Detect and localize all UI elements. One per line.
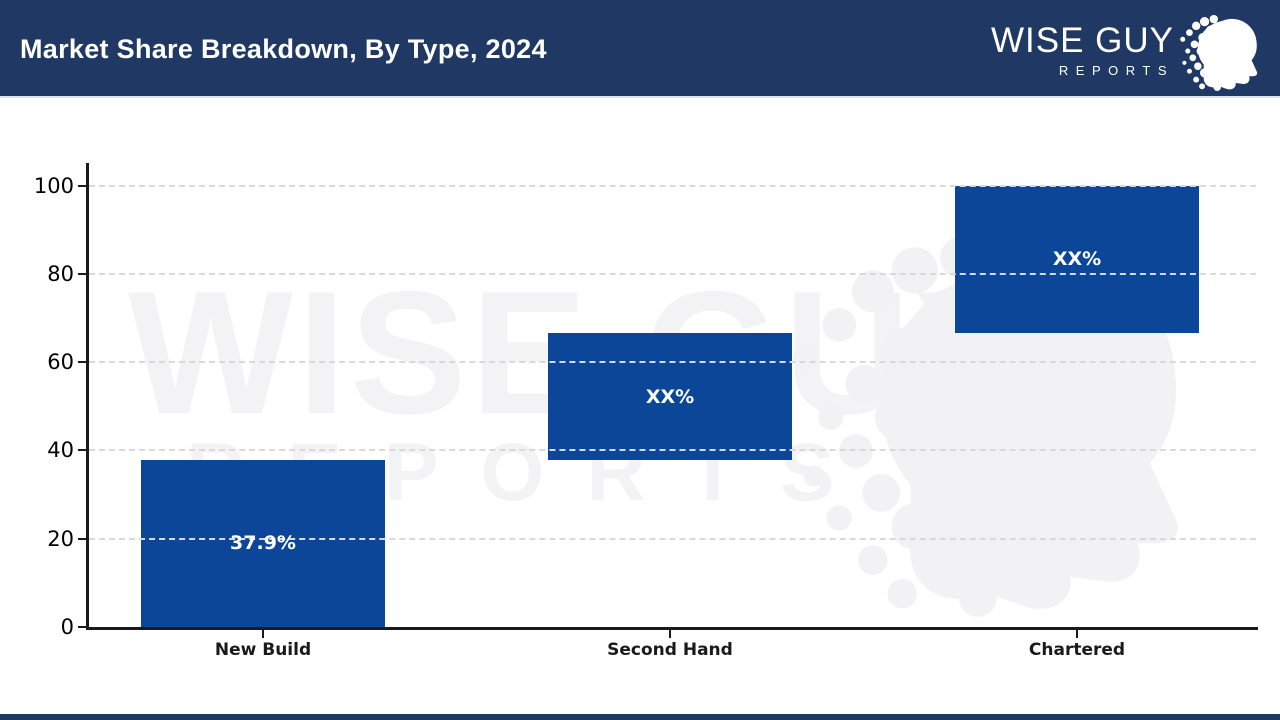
- bar-value-label: 37.9%: [230, 532, 296, 555]
- y-tick-80: [78, 272, 86, 275]
- wiseguy-logo: WISE GUY REPORTS: [991, 8, 1262, 92]
- wiseguy-logo-line2: REPORTS: [1058, 63, 1174, 78]
- gridline-20: [89, 537, 1256, 540]
- x-tick-2: [669, 630, 671, 638]
- wiseguy-logo-line1: WISE GUY: [990, 21, 1174, 60]
- gridline-100: [89, 184, 1256, 187]
- wiseguy-logo-face-icon: [1180, 14, 1258, 91]
- bar-value-label: XX%: [645, 385, 695, 408]
- y-tick-60: [78, 361, 86, 364]
- y-tick-20: [78, 537, 86, 540]
- y-tick-100: [78, 184, 86, 187]
- x-tick-1: [262, 630, 264, 638]
- x-category-label: Second Hand: [607, 640, 733, 660]
- x-axis-line: [86, 627, 1258, 630]
- y-tick-40: [78, 449, 86, 452]
- x-tick-3: [1076, 630, 1078, 638]
- y-tick-label-100: 100: [33, 173, 74, 198]
- x-category-label: Chartered: [1028, 640, 1126, 660]
- y-tick-0: [78, 626, 86, 628]
- x-category-label: New Build: [214, 640, 312, 660]
- chart-title: Market Share Breakdown, By Type, 2024: [20, 34, 547, 64]
- y-axis-line: [86, 163, 89, 630]
- y-tick-label-40: 40: [47, 438, 74, 463]
- footer-bar: [0, 714, 1280, 720]
- gridline-80: [89, 272, 1256, 275]
- gridline-40: [89, 449, 1256, 452]
- bar-new-build: [141, 459, 385, 627]
- y-tick-label-20: 20: [47, 526, 74, 551]
- bar-value-label: XX%: [1052, 248, 1102, 271]
- header: Market Share Breakdown, By Type, 2024 WI…: [0, 0, 1280, 98]
- y-tick-label-0: 0: [60, 615, 74, 639]
- wiseguy-logo-text: WISE GUY REPORTS: [991, 22, 1174, 80]
- gridline-60: [89, 361, 1256, 364]
- bar-second-hand: [548, 333, 792, 460]
- y-tick-label-60: 60: [47, 350, 74, 375]
- y-tick-label-80: 80: [47, 261, 74, 286]
